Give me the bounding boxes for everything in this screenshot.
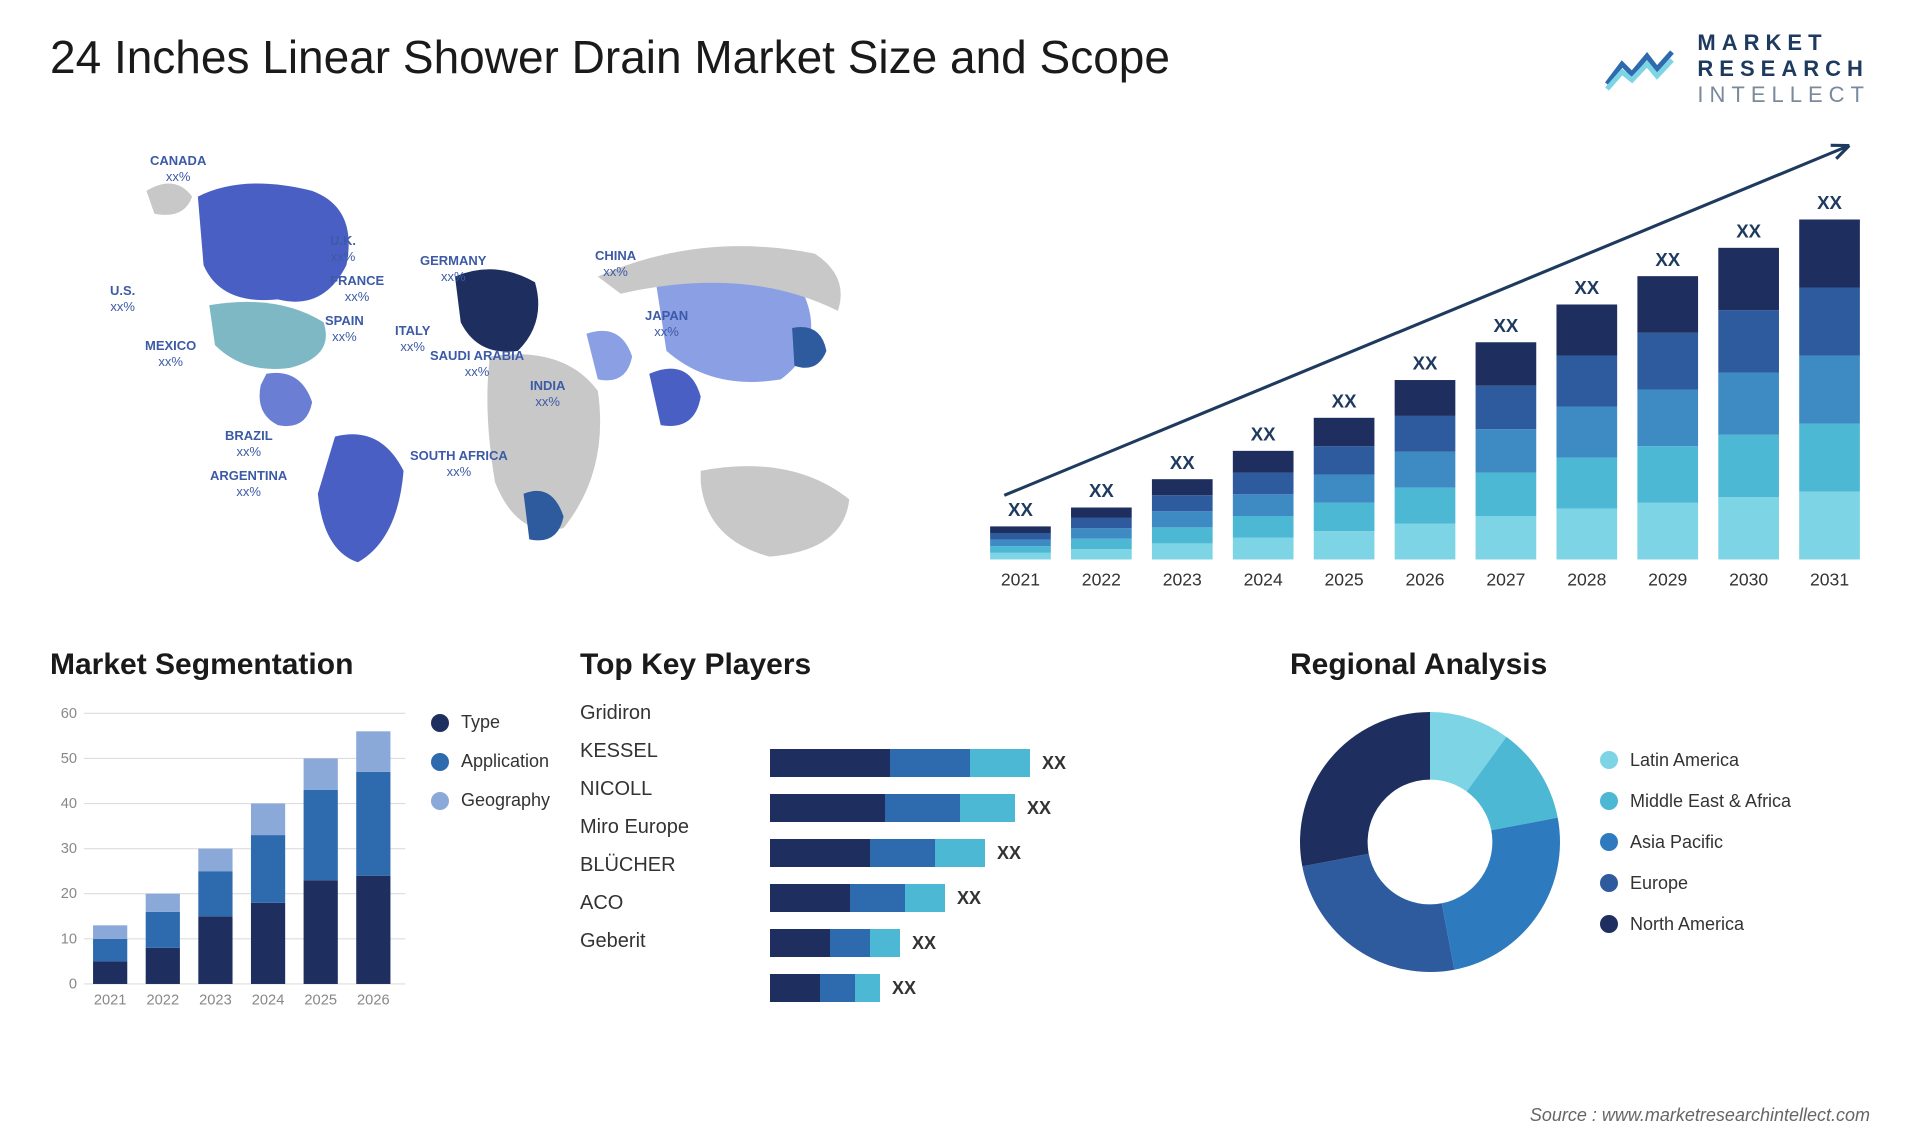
svg-text:2025: 2025 bbox=[1325, 569, 1364, 589]
svg-text:2026: 2026 bbox=[1405, 569, 1444, 589]
svg-text:2025: 2025 bbox=[304, 992, 337, 1008]
player-name: BLÜCHER bbox=[580, 854, 740, 877]
svg-text:XX: XX bbox=[1817, 192, 1842, 213]
legend-item: Application bbox=[431, 751, 550, 772]
map-label: FRANCExx% bbox=[330, 273, 384, 304]
svg-text:2021: 2021 bbox=[1001, 569, 1040, 589]
legend-item: Middle East & Africa bbox=[1600, 791, 1791, 812]
map-label: INDIAxx% bbox=[530, 378, 565, 409]
map-label: CHINAxx% bbox=[595, 248, 636, 279]
player-bar-row: XX bbox=[770, 882, 1260, 914]
svg-text:40: 40 bbox=[61, 796, 77, 812]
regional-donut bbox=[1290, 702, 1570, 982]
svg-text:2026: 2026 bbox=[357, 992, 390, 1008]
svg-text:2028: 2028 bbox=[1567, 569, 1606, 589]
map-label: GERMANYxx% bbox=[420, 253, 486, 284]
map-label: JAPANxx% bbox=[645, 308, 688, 339]
svg-text:2031: 2031 bbox=[1810, 569, 1849, 589]
growth-bar-chart: XX 2021 XX 2022 XX 2023 XX 2024 XX 2025 XX 2026 XX 20… bbox=[980, 128, 1870, 608]
map-label: ITALYxx% bbox=[395, 323, 430, 354]
svg-text:20: 20 bbox=[61, 886, 77, 902]
player-bar-row: XX bbox=[770, 747, 1260, 779]
svg-text:XX: XX bbox=[1170, 452, 1195, 473]
svg-text:30: 30 bbox=[61, 841, 77, 857]
svg-text:XX: XX bbox=[1413, 353, 1438, 374]
svg-text:XX: XX bbox=[1736, 220, 1761, 241]
svg-text:2024: 2024 bbox=[252, 992, 285, 1008]
segmentation-chart: 0 10 20 30 40 50 60 2021 2022 2023 2024 2025 2026 bbox=[50, 702, 411, 1018]
svg-text:XX: XX bbox=[1574, 277, 1599, 298]
legend-item: Europe bbox=[1600, 873, 1791, 894]
player-bar-row: XX bbox=[770, 927, 1260, 959]
svg-text:2022: 2022 bbox=[146, 992, 179, 1008]
segmentation-panel: Market Segmentation 0 10 20 30 40 50 60 2021 20… bbox=[50, 648, 550, 1028]
svg-text:2022: 2022 bbox=[1082, 569, 1121, 589]
segmentation-title: Market Segmentation bbox=[50, 648, 550, 682]
svg-text:XX: XX bbox=[1332, 390, 1357, 411]
legend-item: Latin America bbox=[1600, 750, 1791, 771]
players-panel: Top Key Players Gridiron KESSEL NICOLL Miro… bbox=[580, 648, 1260, 1028]
logo-line2: RESEARCH bbox=[1697, 56, 1870, 82]
player-name: Gridiron bbox=[580, 702, 740, 725]
svg-text:0: 0 bbox=[69, 976, 77, 992]
map-label: SOUTH AFRICAxx% bbox=[410, 448, 508, 479]
legend-item: North America bbox=[1600, 914, 1791, 935]
legend-item: Asia Pacific bbox=[1600, 832, 1791, 853]
svg-text:XX: XX bbox=[1251, 424, 1276, 445]
segmentation-legend: Type Application Geography bbox=[431, 702, 550, 1018]
logo-icon bbox=[1602, 44, 1682, 94]
source-text: Source : www.marketresearchintellect.com bbox=[1530, 1105, 1870, 1126]
legend-item: Type bbox=[431, 712, 550, 733]
brand-logo: MARKET RESEARCH INTELLECT bbox=[1602, 30, 1870, 108]
svg-text:50: 50 bbox=[61, 751, 77, 767]
player-bar-row: XX bbox=[770, 792, 1260, 824]
map-label: MEXICOxx% bbox=[145, 338, 196, 369]
map-label: U.K.xx% bbox=[330, 233, 356, 264]
map-label: U.S.xx% bbox=[110, 283, 135, 314]
player-name: NICOLL bbox=[580, 778, 740, 801]
growth-chart-panel: XX 2021 XX 2022 XX 2023 XX 2024 XX 2025 XX 2026 XX 20… bbox=[980, 128, 1870, 608]
svg-text:2027: 2027 bbox=[1486, 569, 1525, 589]
svg-text:XX: XX bbox=[1008, 499, 1033, 520]
players-bars: XX XX XX XX XX XX bbox=[770, 702, 1260, 1017]
svg-text:2023: 2023 bbox=[199, 992, 232, 1008]
svg-text:60: 60 bbox=[61, 706, 77, 722]
regional-legend: Latin America Middle East & Africa Asia Pa… bbox=[1600, 750, 1791, 935]
svg-text:XX: XX bbox=[1089, 480, 1114, 501]
regional-title: Regional Analysis bbox=[1290, 648, 1870, 682]
players-title: Top Key Players bbox=[580, 648, 1260, 682]
svg-text:2030: 2030 bbox=[1729, 569, 1768, 589]
player-bar-row: XX bbox=[770, 972, 1260, 1004]
players-names-list: Gridiron KESSEL NICOLL Miro Europe BLÜCHER AC… bbox=[580, 702, 740, 1017]
logo-line1: MARKET bbox=[1697, 30, 1870, 56]
player-name: KESSEL bbox=[580, 740, 740, 763]
legend-item: Geography bbox=[431, 790, 550, 811]
player-name: ACO bbox=[580, 892, 740, 915]
svg-text:XX: XX bbox=[1493, 315, 1518, 336]
map-label: SPAINxx% bbox=[325, 313, 364, 344]
map-label: SAUDI ARABIAxx% bbox=[430, 348, 524, 379]
svg-text:10: 10 bbox=[61, 931, 77, 947]
player-name: Miro Europe bbox=[580, 816, 740, 839]
svg-text:2021: 2021 bbox=[94, 992, 127, 1008]
svg-text:2024: 2024 bbox=[1244, 569, 1283, 589]
map-label: ARGENTINAxx% bbox=[210, 468, 287, 499]
svg-text:2029: 2029 bbox=[1648, 569, 1687, 589]
logo-line3: INTELLECT bbox=[1697, 82, 1870, 108]
svg-text:XX: XX bbox=[1655, 249, 1680, 270]
player-bar-row: XX bbox=[770, 837, 1260, 869]
map-label: BRAZILxx% bbox=[225, 428, 273, 459]
page-title: 24 Inches Linear Shower Drain Market Siz… bbox=[50, 30, 1170, 84]
svg-text:2023: 2023 bbox=[1163, 569, 1202, 589]
map-label: CANADAxx% bbox=[150, 153, 206, 184]
world-map-panel: CANADAxx% U.S.xx% MEXICOxx% BRAZILxx% ARGENT… bbox=[50, 128, 940, 608]
player-name: Geberit bbox=[580, 930, 740, 953]
regional-panel: Regional Analysis Latin America Middle Ea… bbox=[1290, 648, 1870, 1028]
